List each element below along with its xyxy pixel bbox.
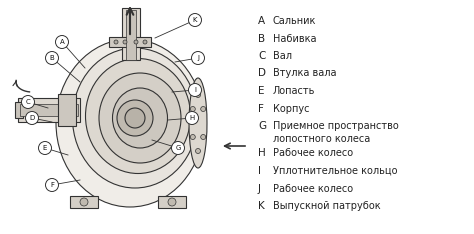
Text: H: H <box>190 115 195 121</box>
Text: I: I <box>194 87 196 93</box>
Circle shape <box>117 100 153 136</box>
Text: Выпускной патрубок: Выпускной патрубок <box>273 201 381 211</box>
Text: H: H <box>258 149 266 158</box>
Circle shape <box>125 108 145 128</box>
Ellipse shape <box>112 88 167 148</box>
Text: E: E <box>43 145 47 151</box>
Circle shape <box>168 198 176 206</box>
Circle shape <box>21 95 35 109</box>
Circle shape <box>38 142 52 154</box>
Text: Уплотнительное кольцо: Уплотнительное кольцо <box>273 166 398 176</box>
Text: Приемное пространство: Приемное пространство <box>273 121 399 131</box>
Circle shape <box>55 36 69 48</box>
Text: B: B <box>258 33 265 44</box>
Text: E: E <box>258 86 264 96</box>
Text: G: G <box>258 121 266 131</box>
Text: D: D <box>29 115 35 121</box>
Circle shape <box>46 179 58 191</box>
Circle shape <box>195 149 201 154</box>
Text: C: C <box>258 51 265 61</box>
Text: Лопасть: Лопасть <box>273 86 315 96</box>
Text: Набивка: Набивка <box>273 33 317 44</box>
Text: A: A <box>258 16 265 26</box>
Text: K: K <box>193 17 197 23</box>
Text: F: F <box>258 103 264 113</box>
Circle shape <box>172 142 184 154</box>
Text: Корпус: Корпус <box>273 103 310 113</box>
Circle shape <box>189 84 201 96</box>
Text: G: G <box>175 145 181 151</box>
FancyBboxPatch shape <box>18 98 80 122</box>
Circle shape <box>80 198 88 206</box>
Text: J: J <box>197 55 199 61</box>
Circle shape <box>190 135 195 139</box>
FancyBboxPatch shape <box>126 10 136 60</box>
Circle shape <box>201 135 206 139</box>
Text: K: K <box>258 201 265 211</box>
Ellipse shape <box>85 58 191 173</box>
Text: Вал: Вал <box>273 51 292 61</box>
Circle shape <box>195 92 201 98</box>
FancyBboxPatch shape <box>20 104 78 116</box>
FancyBboxPatch shape <box>122 8 140 60</box>
Text: C: C <box>26 99 30 105</box>
Circle shape <box>26 111 38 124</box>
Text: I: I <box>258 166 261 176</box>
FancyBboxPatch shape <box>70 196 98 208</box>
Circle shape <box>190 106 195 111</box>
Text: Рабочее колесо: Рабочее колесо <box>273 149 353 158</box>
Text: Рабочее колесо: Рабочее колесо <box>273 183 353 194</box>
Circle shape <box>189 14 201 26</box>
FancyBboxPatch shape <box>158 196 186 208</box>
Text: D: D <box>258 69 266 78</box>
Text: Втулка вала: Втулка вала <box>273 69 337 78</box>
FancyBboxPatch shape <box>109 37 151 47</box>
Circle shape <box>185 111 199 124</box>
FancyBboxPatch shape <box>15 102 23 118</box>
Text: A: A <box>60 39 64 45</box>
Circle shape <box>123 40 127 44</box>
Text: B: B <box>50 55 55 61</box>
Text: лопостного колеса: лопостного колеса <box>273 135 370 145</box>
FancyBboxPatch shape <box>58 94 76 126</box>
Ellipse shape <box>73 48 198 188</box>
Circle shape <box>201 106 206 111</box>
Ellipse shape <box>99 73 181 163</box>
Circle shape <box>134 40 138 44</box>
Circle shape <box>114 40 118 44</box>
Text: F: F <box>50 182 54 188</box>
Text: J: J <box>258 183 261 194</box>
Circle shape <box>143 40 147 44</box>
Text: Сальник: Сальник <box>273 16 316 26</box>
Ellipse shape <box>56 39 204 207</box>
Ellipse shape <box>189 78 207 168</box>
Circle shape <box>191 51 204 65</box>
Circle shape <box>46 51 58 65</box>
